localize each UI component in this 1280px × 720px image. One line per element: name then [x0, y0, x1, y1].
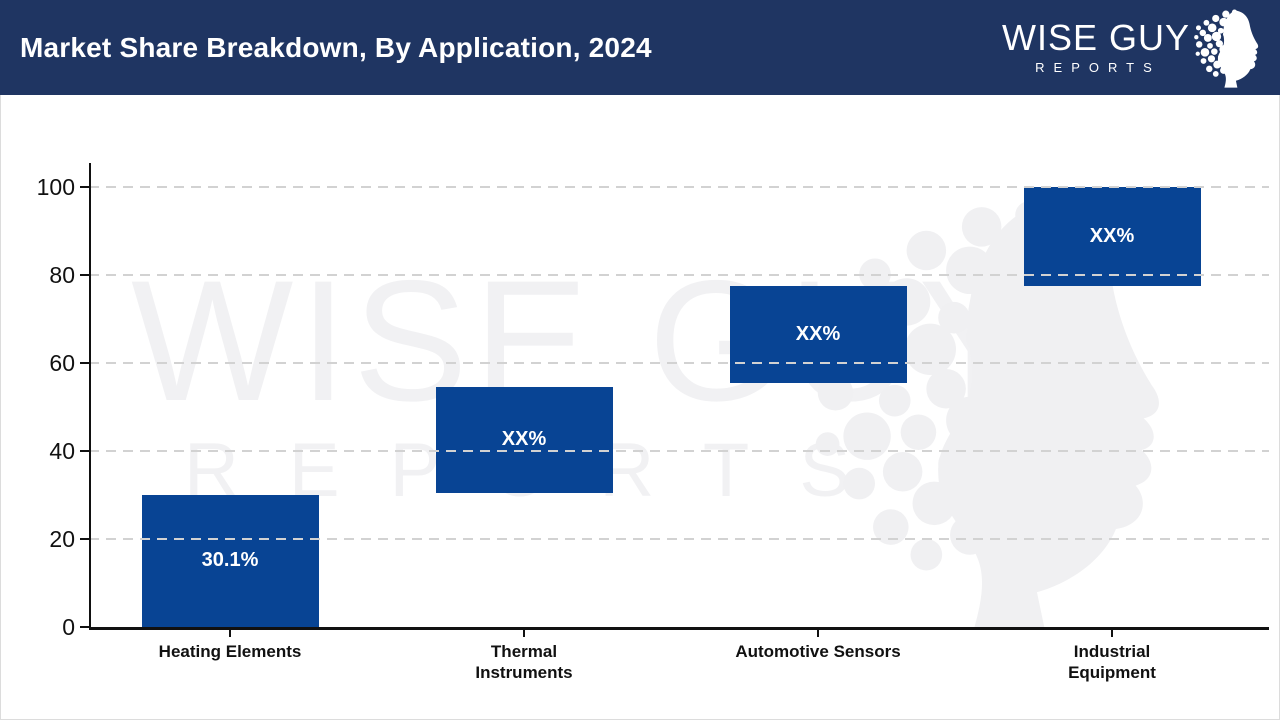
brand-name: WISE GUY: [1001, 17, 1190, 58]
bar-value-label: XX%: [795, 322, 841, 345]
gridline-100: [89, 186, 1269, 188]
y-tick-0: [80, 626, 89, 628]
bar-heating-elements: 30.1%: [141, 494, 319, 627]
x-axis-label-heating-elements: Heating Elements: [158, 642, 302, 661]
bar-value-label: XX%: [501, 428, 547, 451]
page-title: Market Share Breakdown, By Application, …: [20, 31, 652, 63]
x-axis-line: [89, 627, 1269, 630]
brand-head-icon: [1194, 8, 1259, 88]
gridline-40: [89, 450, 1269, 452]
x-tick-heating-elements: [229, 630, 231, 637]
gridline-80: [89, 274, 1269, 276]
brand-subtitle: REPORTS: [1035, 60, 1161, 75]
x-tick-industrial-equipment: [1111, 630, 1113, 637]
chart-area: WISE GUY REPORTS 02040608010030.1%Heatin…: [0, 95, 1280, 720]
brand-logo: WISE GUY REPORTS: [1002, 8, 1264, 88]
y-axis-line: [89, 163, 91, 630]
y-tick-40: [80, 450, 89, 452]
header: Market Share Breakdown, By Application, …: [0, 0, 1280, 95]
bar-industrial-equipment: XX%: [1023, 187, 1201, 286]
y-tick-label-80: 80: [49, 262, 75, 288]
y-tick-label-60: 60: [49, 350, 75, 376]
gridline-60: [89, 362, 1269, 364]
x-tick-thermal-instruments: [523, 630, 525, 637]
brand-text: WISE GUY REPORTS: [1001, 17, 1190, 76]
y-tick-100: [80, 186, 89, 188]
x-axis-label-industrial-equipment: Industrial Equipment: [1068, 642, 1156, 683]
x-axis-label-thermal-instruments: Thermal Instruments: [475, 642, 573, 683]
bar-automotive-sensors: XX%: [729, 286, 907, 383]
y-tick-label-100: 100: [36, 174, 75, 200]
bar-value-label: XX%: [1089, 225, 1135, 247]
gridline-20: [89, 538, 1269, 540]
y-tick-label-0: 0: [62, 614, 75, 640]
bar-value-label: 30.1%: [201, 549, 259, 572]
y-tick-label-20: 20: [49, 526, 75, 552]
y-tick-20: [80, 538, 89, 540]
x-axis-label-automotive-sensors: Automotive Sensors: [735, 642, 901, 661]
y-tick-label-40: 40: [49, 438, 75, 464]
bar-thermal-instruments: XX%: [435, 387, 613, 493]
x-tick-automotive-sensors: [817, 630, 819, 637]
y-tick-60: [80, 362, 89, 364]
y-tick-80: [80, 274, 89, 276]
